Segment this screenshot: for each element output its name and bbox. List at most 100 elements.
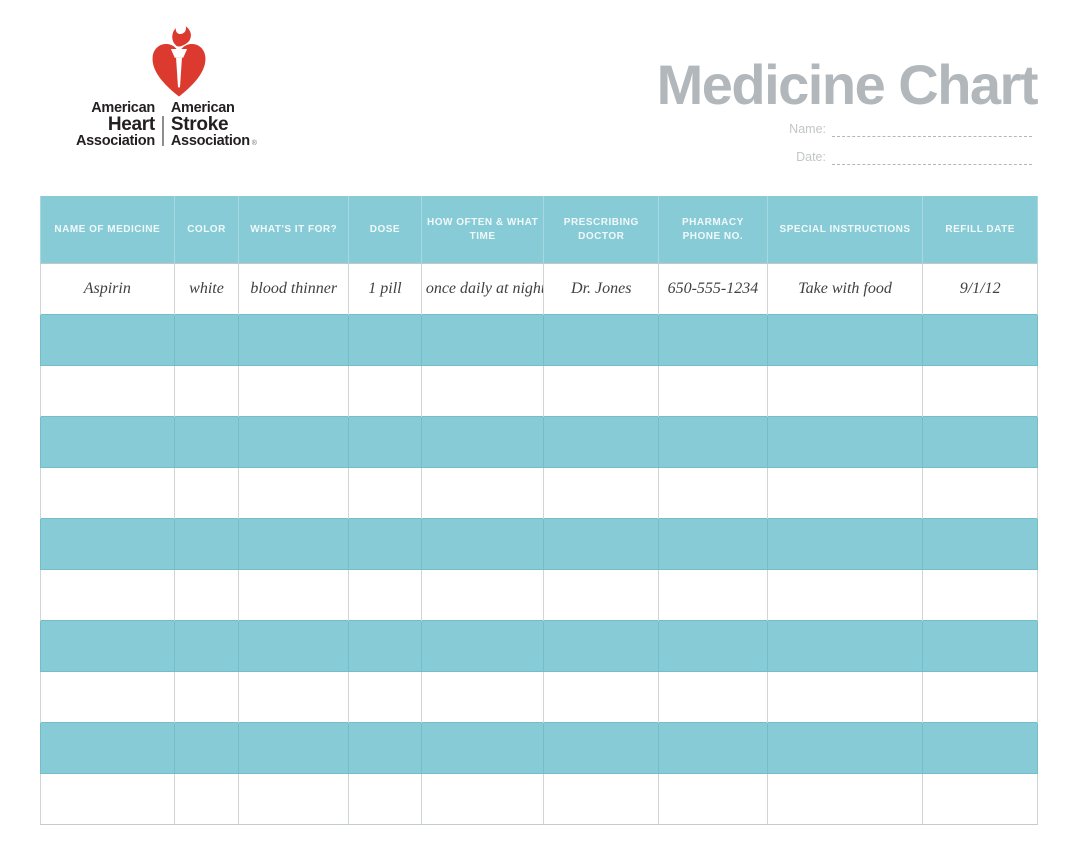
cell-refill-date: 9/1/12 (922, 263, 1038, 315)
cell-name-of-medicine (40, 365, 175, 417)
cell-refill-date (922, 671, 1038, 723)
cell-prescribing-doctor (543, 416, 660, 468)
cell-prescribing-doctor (543, 467, 660, 519)
cell-color (173, 620, 240, 672)
logo-line: American (170, 100, 235, 116)
medicine-row-empty (40, 569, 1038, 621)
aha-asa-logo: American Heart Association American Stro… (76, 24, 291, 149)
cell-name-of-medicine (40, 671, 175, 723)
cell-special-instructions (766, 773, 924, 825)
cell-special-instructions (766, 416, 924, 468)
cell-name-of-medicine (40, 569, 175, 621)
cell-how-often-what-time (420, 416, 545, 468)
cell-how-often-what-time (420, 722, 545, 774)
column-header-how-often-what-time: HOW OFTEN & WHAT TIME (420, 196, 545, 264)
cell-whats-it-for (238, 467, 350, 519)
cell-prescribing-doctor: Dr. Jones (543, 263, 660, 315)
cell-refill-date (922, 569, 1038, 621)
cell-how-often-what-time (420, 518, 545, 570)
cell-pharmacy-phone-no (658, 773, 768, 825)
cell-refill-date (922, 314, 1038, 366)
cell-color: white (173, 263, 240, 315)
cell-name-of-medicine (40, 467, 175, 519)
medicine-row-empty (40, 773, 1038, 825)
medicine-row-empty (40, 671, 1038, 723)
cell-special-instructions (766, 518, 924, 570)
cell-special-instructions: Take with food (766, 263, 924, 315)
column-header-dose: DOSE (348, 196, 422, 264)
cell-refill-date (922, 620, 1038, 672)
cell-prescribing-doctor (543, 365, 660, 417)
column-header-color: COLOR (173, 196, 240, 264)
cell-dose (348, 773, 422, 825)
stroke-association-wordmark: American Stroke Association ® (170, 100, 257, 149)
column-header-whats-it-for: WHAT'S IT FOR? (238, 196, 350, 264)
cell-how-often-what-time (420, 569, 545, 621)
cell-pharmacy-phone-no: 650-555-1234 (658, 263, 768, 315)
column-header-special-instructions: SPECIAL INSTRUCTIONS (766, 196, 924, 264)
cell-dose: 1 pill (348, 263, 422, 315)
medicine-row-empty (40, 365, 1038, 417)
heart-association-wordmark: American Heart Association (76, 100, 155, 149)
cell-pharmacy-phone-no (658, 467, 768, 519)
name-blank-line (832, 121, 1032, 137)
cell-whats-it-for (238, 518, 350, 570)
cell-whats-it-for (238, 620, 350, 672)
name-label: Name: (789, 122, 826, 136)
cell-color (173, 467, 240, 519)
cell-whats-it-for (238, 671, 350, 723)
cell-pharmacy-phone-no (658, 518, 768, 570)
cell-special-instructions (766, 620, 924, 672)
cell-color (173, 569, 240, 621)
cell-refill-date (922, 773, 1038, 825)
cell-prescribing-doctor (543, 722, 660, 774)
cell-pharmacy-phone-no (658, 722, 768, 774)
medicine-table: NAME OF MEDICINE COLOR WHAT'S IT FOR? DOSE H… (40, 196, 1038, 825)
date-field-row: Date: (796, 149, 1032, 165)
table-header-row: NAME OF MEDICINE COLOR WHAT'S IT FOR? DOSE H… (40, 196, 1038, 264)
medicine-row-empty (40, 722, 1038, 774)
cell-dose (348, 722, 422, 774)
cell-color (173, 416, 240, 468)
cell-whats-it-for (238, 722, 350, 774)
cell-prescribing-doctor (543, 620, 660, 672)
medicine-row-empty (40, 416, 1038, 468)
medicine-row-empty (40, 620, 1038, 672)
medicine-row-empty (40, 467, 1038, 519)
heart-torch-icon (142, 24, 216, 100)
cell-prescribing-doctor (543, 773, 660, 825)
cell-name-of-medicine (40, 773, 175, 825)
cell-name-of-medicine (40, 620, 175, 672)
cell-refill-date (922, 518, 1038, 570)
cell-special-instructions (766, 671, 924, 723)
cell-dose (348, 467, 422, 519)
cell-special-instructions (766, 365, 924, 417)
cell-name-of-medicine (40, 314, 175, 366)
cell-refill-date (922, 722, 1038, 774)
medicine-row-empty (40, 314, 1038, 366)
cell-special-instructions (766, 569, 924, 621)
cell-color (173, 365, 240, 417)
cell-how-often-what-time: once daily at night (420, 263, 545, 315)
logo-line: American (91, 100, 155, 116)
column-header-pharmacy-phone-no: PHARMACY PHONE NO. (658, 196, 768, 264)
cell-pharmacy-phone-no (658, 671, 768, 723)
cell-how-often-what-time (420, 314, 545, 366)
cell-prescribing-doctor (543, 518, 660, 570)
cell-prescribing-doctor (543, 569, 660, 621)
cell-dose (348, 569, 422, 621)
cell-special-instructions (766, 722, 924, 774)
cell-dose (348, 671, 422, 723)
cell-refill-date (922, 416, 1038, 468)
cell-special-instructions (766, 467, 924, 519)
cell-whats-it-for (238, 416, 350, 468)
table-body: Aspirin white blood thinner 1 pill once dail… (40, 263, 1038, 825)
cell-dose (348, 314, 422, 366)
cell-special-instructions (766, 314, 924, 366)
cell-refill-date (922, 467, 1038, 519)
cell-dose (348, 620, 422, 672)
medicine-row-empty (40, 518, 1038, 570)
cell-whats-it-for (238, 365, 350, 417)
logo-line: Stroke (170, 114, 229, 136)
